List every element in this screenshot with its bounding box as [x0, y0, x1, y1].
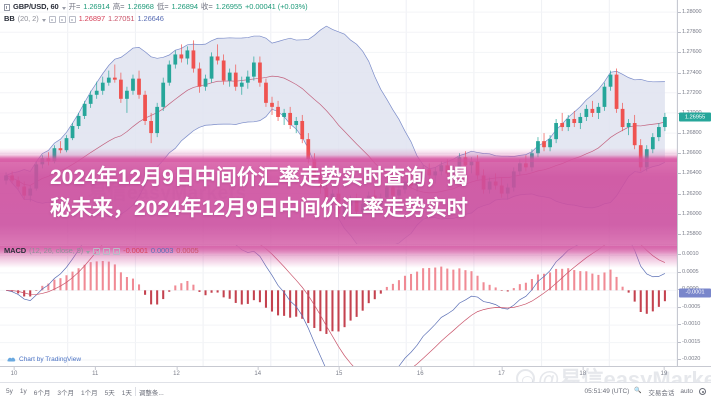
remove-icon[interactable] [113, 247, 121, 255]
low-value: 1.26894 [171, 2, 199, 11]
symbol-label[interactable]: GBP/USD, 60 [13, 2, 59, 11]
price-legend: GBP/USD, 60 开= 1.26914 高= 1.26968 低= 1.2689… [4, 2, 308, 12]
price-axis-tick: 1.27200 [678, 90, 702, 96]
time-axis-tick: 18 [579, 367, 587, 377]
low-label: 低= [156, 2, 169, 11]
macd-axis-tick: 0.0010 [678, 251, 699, 257]
time-axis-tick: 15 [335, 367, 343, 377]
tradingview-logo-icon [7, 356, 16, 363]
bb-value-2: 1.27051 [108, 14, 135, 23]
macd-legend: MACD (12, 26, close, 9) -0.0001 0.0003 0… [4, 246, 199, 256]
macd-axis-tick: -0.0010 [678, 321, 700, 327]
macd-plot-area[interactable] [0, 245, 677, 367]
more-ranges-button[interactable]: 调整条... [138, 389, 164, 397]
close-value: 1.26955 [215, 2, 243, 11]
macd-axis-tick: -0.0020 [678, 356, 700, 362]
open-value: 1.26914 [83, 2, 110, 11]
magnet-icon[interactable] [634, 387, 642, 395]
macd-axis-tick: 0.0005 [678, 269, 699, 275]
price-candlestick-svg [0, 0, 677, 244]
price-axis-tick: 1.27600 [678, 49, 702, 55]
last-price-tag: 1.26955 [679, 112, 711, 122]
price-axis[interactable]: 1.280001.278001.276001.274001.272001.270… [677, 0, 711, 366]
range-button-5y[interactable]: 5y [6, 388, 13, 395]
price-axis-tick: 1.27400 [678, 70, 702, 76]
time-axis-tick: 19 [660, 367, 668, 377]
macd-value-2: 0.0003 [150, 246, 174, 255]
price-axis-tick: 1.26400 [678, 170, 702, 176]
time-axis-tick: 17 [498, 367, 505, 377]
high-value: 1.26968 [127, 2, 154, 11]
macd-pane[interactable] [0, 244, 711, 367]
range-button-6个月[interactable]: 6个月 [33, 389, 51, 397]
range-buttons[interactable]: 5y 1y 6个月 3个月 1个月 5天 1天 [0, 387, 132, 397]
bb-name[interactable]: BB [4, 14, 15, 23]
time-axis-tick: 11 [92, 367, 99, 377]
price-pane[interactable] [0, 0, 711, 244]
chevron-down-icon[interactable] [41, 18, 46, 22]
macd-value-1: -0.0001 [123, 246, 148, 255]
range-button-3个月[interactable]: 3个月 [57, 389, 74, 397]
visibility-eye-icon[interactable] [93, 247, 101, 255]
time-axis-tick: 14 [254, 367, 262, 377]
chevron-down-icon[interactable] [61, 6, 66, 10]
macd-legend-row: MACD (12, 26, close, 9) -0.0001 0.0003 0… [4, 246, 199, 256]
visibility-eye-icon[interactable] [48, 15, 56, 23]
bb-value-3: 1.26646 [137, 14, 164, 23]
macd-axis-tick: -0.0015 [678, 339, 700, 345]
toolbar-divider [134, 387, 136, 396]
open-label: 开= [68, 2, 81, 11]
tradingview-credit-label: Chart by TradingView [19, 356, 82, 363]
toolbar-right-group[interactable]: 05:51:49 (UTC) 交易会话 auto [585, 387, 711, 397]
settings-icon[interactable] [58, 15, 66, 23]
bb-value-1: 1.26897 [78, 14, 106, 23]
remove-icon[interactable] [68, 15, 76, 23]
price-axis-tick: 1.26000 [678, 211, 702, 217]
settings-icon[interactable] [103, 247, 111, 255]
range-button-5天[interactable]: 5天 [104, 389, 115, 397]
clock-label[interactable]: 05:51:49 (UTC) [584, 388, 630, 395]
range-button-1天[interactable]: 1天 [121, 389, 132, 397]
bollinger-legend: BB (20, 2) 1.26897 1.27051 1.26646 [4, 14, 164, 24]
macd-histogram [11, 260, 666, 334]
auto-scale-button[interactable]: auto [680, 388, 693, 395]
time-axis-tick: 10 [10, 367, 18, 377]
range-button-1个月[interactable]: 1个月 [81, 389, 98, 397]
time-axis-tick: 12 [173, 367, 180, 377]
bb-params: (20, 2) [17, 14, 39, 23]
price-axis-tick: 1.25800 [678, 231, 702, 237]
macd-value-tag: -0.0001 [679, 288, 711, 298]
price-legend-row: GBP/USD, 60 开= 1.26914 高= 1.26968 低= 1.2689… [4, 2, 308, 12]
time-axis-tick: 16 [416, 367, 424, 377]
price-axis-tick: 1.26200 [678, 191, 702, 197]
price-axis-tick: 1.26800 [678, 130, 702, 136]
change-value: +0.00041 (+0.03%) [245, 2, 308, 11]
bottom-toolbar[interactable]: 5y 1y 6个月 3个月 1个月 5天 1天 调整条... 05:51:49 (UTC) … [0, 382, 711, 400]
range-button-1y[interactable]: 1y [19, 388, 27, 395]
macd-line [5, 245, 666, 367]
price-axis-tick: 1.28000 [678, 9, 702, 15]
macd-signal-line [6, 245, 666, 367]
bollinger-legend-row: BB (20, 2) 1.26897 1.27051 1.26646 [4, 14, 164, 24]
gear-icon[interactable] [699, 388, 706, 395]
price-plot-area[interactable] [0, 0, 677, 244]
chevron-down-icon[interactable] [86, 250, 91, 254]
high-label: 高= [112, 2, 125, 11]
candle-style-icon[interactable] [4, 4, 10, 11]
macd-value-3: 0.0005 [176, 246, 199, 255]
price-axis-tick: 1.26600 [678, 150, 702, 156]
close-label: 收= [200, 2, 213, 11]
macd-axis-tick: -0.0005 [678, 304, 700, 310]
tradingview-credit[interactable]: Chart by TradingView [7, 356, 81, 363]
price-axis-tick: 1.27800 [678, 29, 702, 35]
macd-params: (12, 26, close, 9) [29, 246, 84, 255]
macd-svg [0, 245, 677, 367]
macd-name[interactable]: MACD [4, 246, 27, 255]
time-axis[interactable]: 10 11 12 14 15 16 17 18 19 [0, 366, 711, 382]
session-button[interactable]: 交易会话 [648, 389, 675, 397]
